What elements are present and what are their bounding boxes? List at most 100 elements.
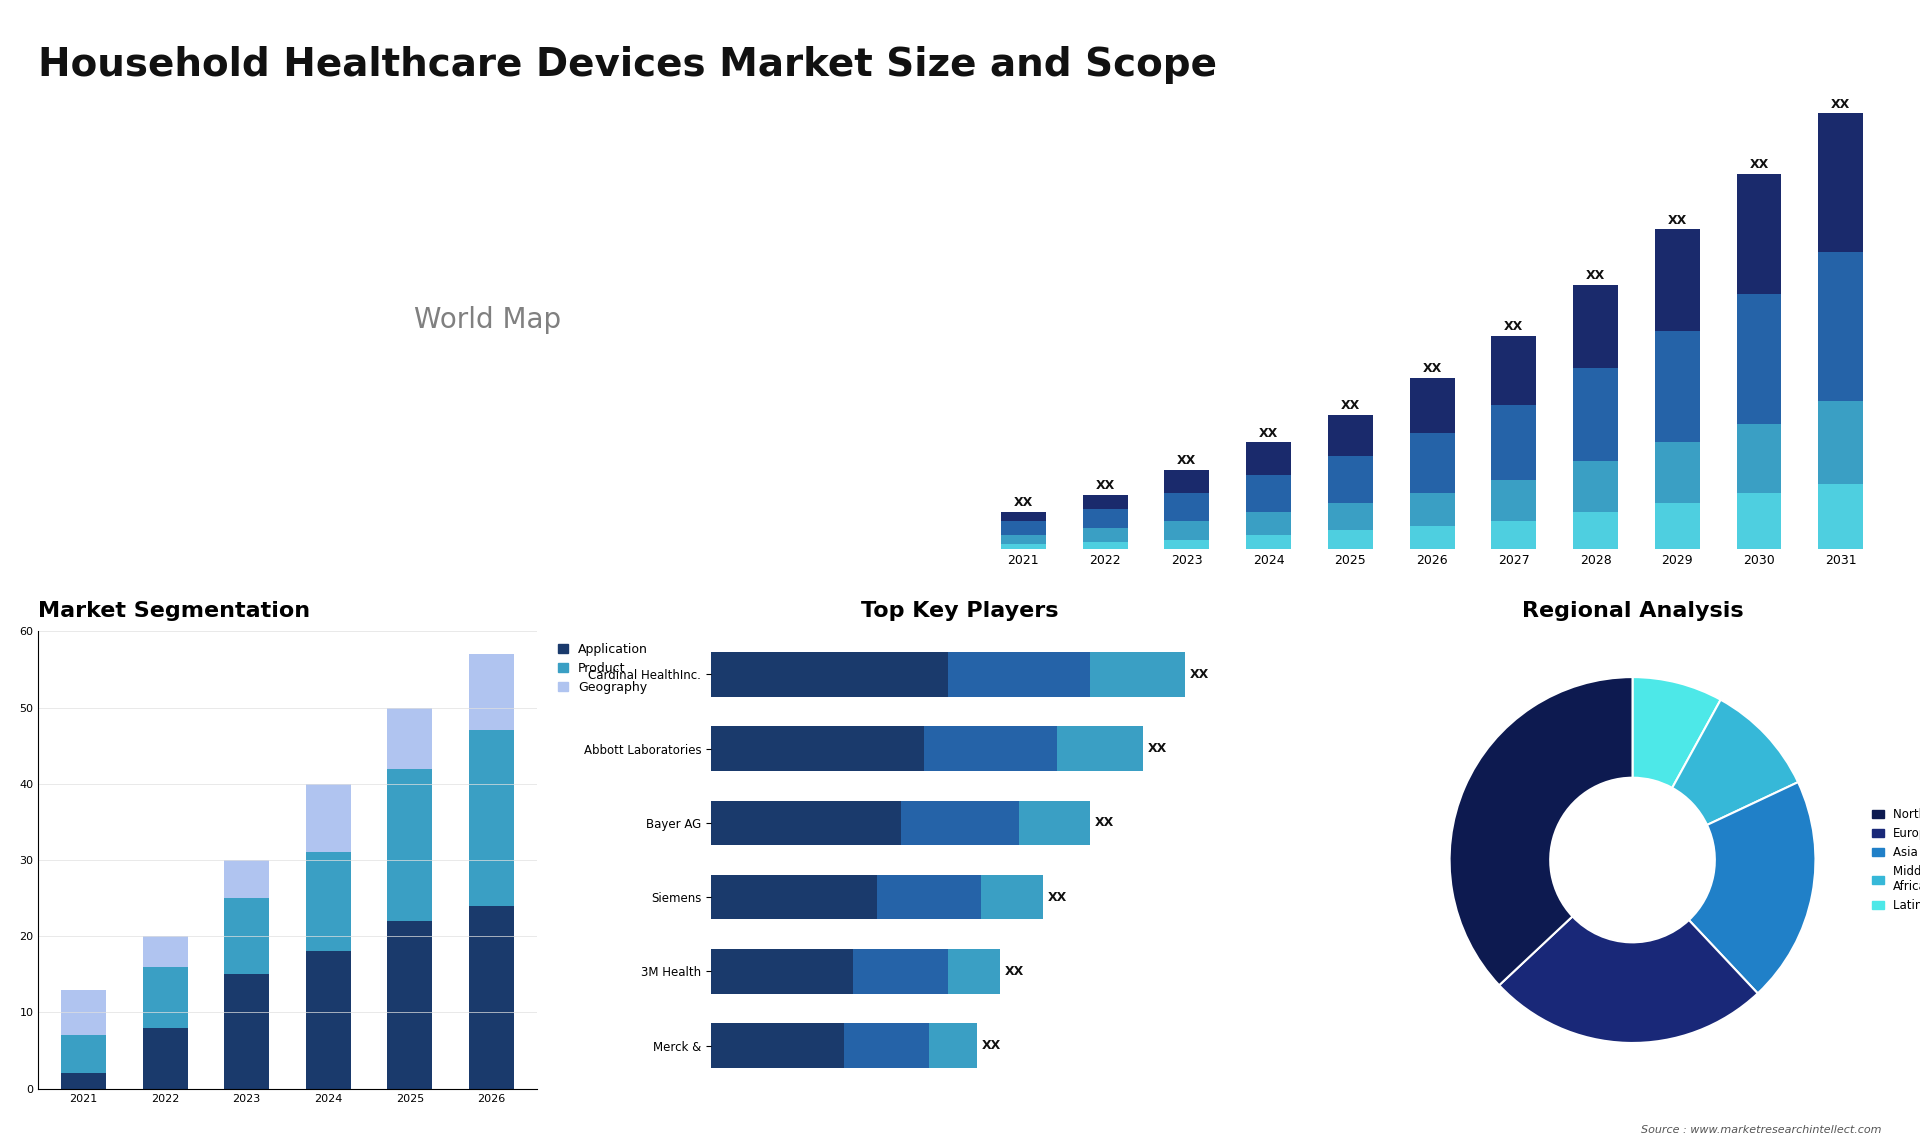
- Bar: [1492, 521, 1536, 549]
- Bar: [1818, 252, 1862, 401]
- Text: XX: XX: [1749, 158, 1768, 171]
- Bar: [1000, 544, 1046, 549]
- Bar: [710, 727, 924, 771]
- Bar: [1409, 494, 1455, 526]
- Bar: [1818, 113, 1862, 252]
- Text: XX: XX: [1832, 97, 1851, 111]
- Legend: North America, Europe, Asia Pacific, Middle East &
Africa, Latin America: North America, Europe, Asia Pacific, Mid…: [1866, 803, 1920, 917]
- Text: XX: XX: [1423, 362, 1442, 375]
- Bar: [1409, 526, 1455, 549]
- Text: XX: XX: [1586, 269, 1605, 282]
- Bar: [1655, 331, 1699, 442]
- Wedge shape: [1672, 700, 1797, 825]
- Bar: [1000, 512, 1046, 521]
- Bar: [61, 990, 106, 1035]
- Bar: [1655, 229, 1699, 331]
- Bar: [1091, 652, 1185, 697]
- Bar: [1329, 503, 1373, 531]
- Text: Market Segmentation: Market Segmentation: [38, 602, 311, 621]
- Bar: [1246, 512, 1290, 535]
- Bar: [1083, 527, 1127, 542]
- Bar: [710, 1023, 843, 1068]
- Bar: [843, 1023, 929, 1068]
- Text: XX: XX: [1190, 668, 1210, 681]
- Text: XX: XX: [1260, 426, 1279, 440]
- Bar: [1736, 174, 1782, 295]
- Bar: [1020, 801, 1091, 846]
- Bar: [1492, 336, 1536, 406]
- Bar: [1409, 377, 1455, 433]
- Bar: [1572, 461, 1619, 512]
- Text: XX: XX: [1094, 816, 1114, 830]
- Bar: [1246, 474, 1290, 512]
- Bar: [900, 801, 1020, 846]
- Bar: [1736, 295, 1782, 424]
- Bar: [1164, 521, 1210, 540]
- Text: XX: XX: [981, 1039, 1000, 1052]
- Bar: [468, 730, 515, 905]
- Title: Regional Analysis: Regional Analysis: [1523, 602, 1743, 621]
- Bar: [388, 769, 432, 921]
- Bar: [948, 949, 1000, 994]
- Wedge shape: [1632, 677, 1720, 788]
- Bar: [1058, 727, 1142, 771]
- Bar: [1329, 415, 1373, 456]
- Text: Household Healthcare Devices Market Size and Scope: Household Healthcare Devices Market Size…: [38, 46, 1217, 84]
- Bar: [1164, 470, 1210, 494]
- Bar: [1492, 406, 1536, 479]
- Bar: [1329, 456, 1373, 503]
- Wedge shape: [1500, 917, 1757, 1043]
- Text: XX: XX: [1503, 320, 1523, 333]
- Bar: [877, 874, 981, 919]
- Text: Source : www.marketresearchintellect.com: Source : www.marketresearchintellect.com: [1642, 1124, 1882, 1135]
- Title: Top Key Players: Top Key Players: [862, 602, 1058, 621]
- Legend: Application, Product, Geography: Application, Product, Geography: [553, 637, 653, 699]
- Text: XX: XX: [1048, 890, 1068, 904]
- Bar: [929, 1023, 977, 1068]
- Bar: [225, 974, 269, 1089]
- Bar: [1000, 521, 1046, 535]
- Text: World Map: World Map: [415, 306, 561, 335]
- Bar: [1329, 531, 1373, 549]
- Bar: [1572, 285, 1619, 368]
- Bar: [1818, 401, 1862, 484]
- Bar: [1818, 484, 1862, 549]
- Bar: [1572, 512, 1619, 549]
- Bar: [1409, 433, 1455, 494]
- Bar: [388, 707, 432, 769]
- Bar: [61, 1074, 106, 1089]
- Bar: [305, 951, 351, 1089]
- Text: XX: XX: [1177, 455, 1196, 468]
- Text: XX: XX: [1340, 399, 1359, 411]
- Bar: [142, 967, 188, 1028]
- Bar: [1572, 368, 1619, 461]
- Text: XX: XX: [1014, 496, 1033, 509]
- Bar: [1000, 535, 1046, 544]
- Bar: [1164, 540, 1210, 549]
- Bar: [1736, 424, 1782, 494]
- Bar: [468, 905, 515, 1089]
- Text: XX: XX: [1148, 743, 1167, 755]
- Bar: [1655, 442, 1699, 503]
- Bar: [305, 853, 351, 951]
- Bar: [1736, 494, 1782, 549]
- Bar: [710, 652, 948, 697]
- Bar: [225, 860, 269, 898]
- Bar: [852, 949, 948, 994]
- Bar: [1083, 542, 1127, 549]
- Bar: [1083, 509, 1127, 527]
- Bar: [1246, 442, 1290, 474]
- Bar: [710, 949, 852, 994]
- Bar: [1655, 503, 1699, 549]
- Text: XX: XX: [1096, 479, 1116, 493]
- Bar: [468, 654, 515, 730]
- Bar: [710, 874, 877, 919]
- Bar: [388, 921, 432, 1089]
- Bar: [948, 652, 1091, 697]
- Bar: [142, 936, 188, 967]
- Bar: [924, 727, 1058, 771]
- Bar: [1492, 479, 1536, 521]
- Bar: [142, 1028, 188, 1089]
- Bar: [1246, 535, 1290, 549]
- Bar: [710, 801, 900, 846]
